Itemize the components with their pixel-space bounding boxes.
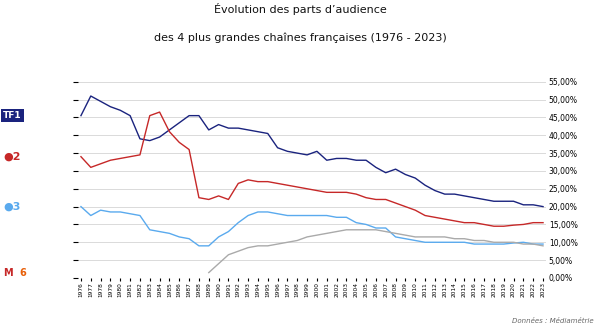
Text: des 4 plus grandes chaînes françaises (1976 - 2023): des 4 plus grandes chaînes françaises (1…: [154, 33, 446, 43]
Text: Évolution des parts d’audience: Évolution des parts d’audience: [214, 3, 386, 15]
Text: ●3: ●3: [3, 202, 20, 212]
Text: TF1: TF1: [3, 111, 22, 120]
Text: ●2: ●2: [3, 152, 20, 162]
Text: M: M: [3, 267, 13, 278]
Text: Données : Médiamétrie: Données : Médiamétrie: [512, 318, 594, 324]
Text: 6: 6: [20, 267, 26, 278]
